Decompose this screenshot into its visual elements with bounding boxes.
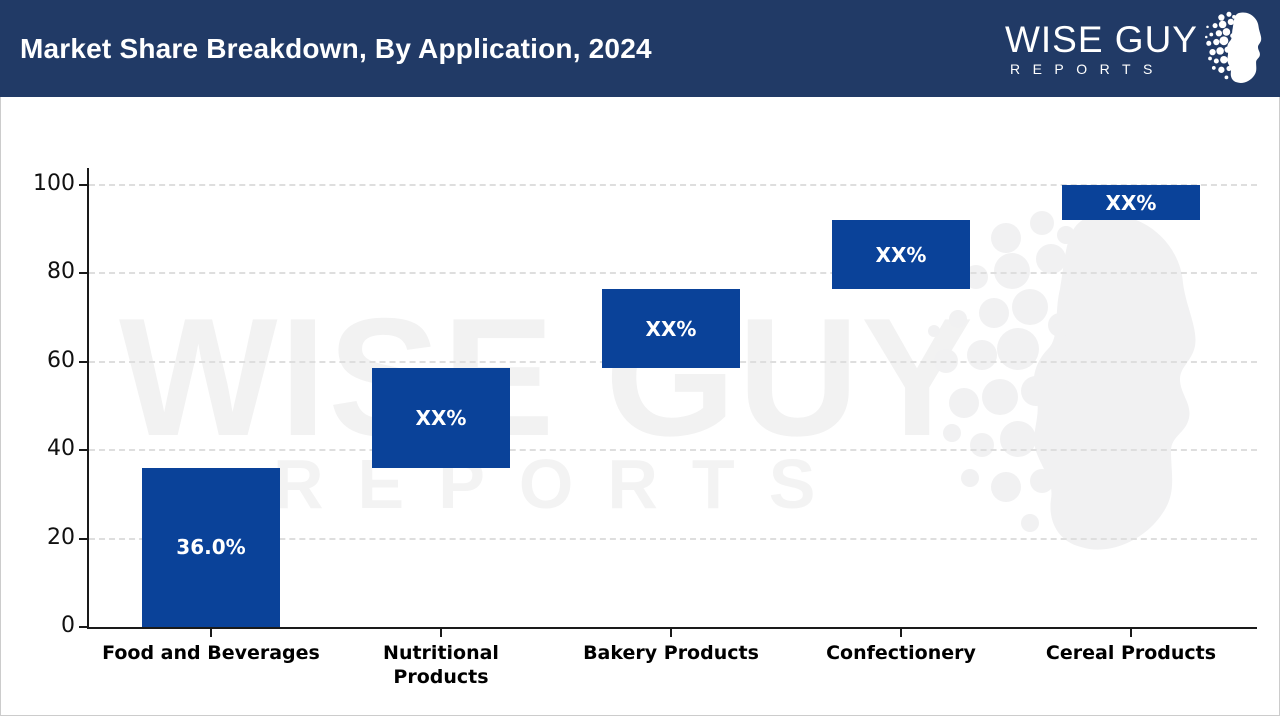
gridline: [89, 449, 1257, 452]
bar-segment: 36.0%: [142, 467, 280, 627]
y-tick-mark: [79, 626, 87, 628]
x-tick-mark: [670, 629, 672, 637]
x-tick-mark: [440, 629, 442, 637]
x-axis-label: Bakery Products: [583, 642, 759, 664]
y-tick-label: 100: [33, 171, 75, 196]
header: Market Share Breakdown, By Application, …: [0, 0, 1280, 97]
bar-segment: XX%: [832, 220, 970, 289]
gridline: [89, 272, 1257, 275]
x-axis-label: Nutritional Products: [383, 642, 499, 688]
y-tick-mark: [79, 537, 87, 540]
x-tick-mark: [210, 629, 212, 637]
watermark-text: WISE GUY: [119, 283, 976, 471]
bar-value-label: XX%: [1105, 190, 1157, 215]
plot-area: 0 20 40 60 80 100 36.0% Food and Beverages XX% Nu…: [1, 97, 1279, 715]
x-tick-mark: [900, 629, 902, 637]
y-tick-label: 60: [47, 347, 75, 373]
logo-tagline: REPORTS: [1009, 60, 1165, 77]
y-tick-label: 80: [47, 259, 75, 285]
bar-segment: XX%: [372, 368, 510, 468]
bar-value-label: 36.0%: [176, 535, 246, 560]
x-axis-label: Food and Beverages: [102, 642, 320, 664]
x-tick-mark: [1130, 629, 1132, 637]
bar-segment: XX%: [602, 288, 740, 369]
bar-value-label: XX%: [415, 406, 467, 431]
logo-name: WISE GUY: [1004, 18, 1198, 60]
y-tick-label: 40: [47, 436, 75, 462]
watermark-tagline: REPORTS: [273, 445, 850, 523]
gridline: [89, 537, 1257, 540]
bar-value-label: XX%: [645, 316, 697, 341]
wiseguy-logo: WISE GUY REPORTS: [1005, 8, 1266, 90]
x-axis-label: Cereal Products: [1045, 642, 1217, 664]
y-tick-label: 0: [61, 613, 75, 638]
gridline: [89, 184, 1257, 186]
logo-text: WISE GUY REPORTS: [1005, 21, 1198, 77]
y-axis-spine: [87, 168, 89, 629]
bar-segment: XX%: [1062, 185, 1200, 221]
x-axis-spine: [87, 627, 1257, 629]
page-title: Market Share Breakdown, By Application, …: [20, 32, 652, 64]
y-tick-mark: [79, 184, 87, 186]
y-tick-mark: [79, 449, 87, 452]
y-tick-mark: [79, 272, 87, 275]
logo-head-icon: [1202, 8, 1266, 90]
y-tick-mark: [79, 360, 87, 363]
chart-canvas: WISE GUY REPORTS 0 20 40 60 80 100 36.0% Food a…: [0, 97, 1280, 716]
x-axis-label: Confectionery: [826, 642, 976, 664]
y-tick-label: 20: [47, 524, 75, 550]
bar-value-label: XX%: [875, 242, 927, 267]
